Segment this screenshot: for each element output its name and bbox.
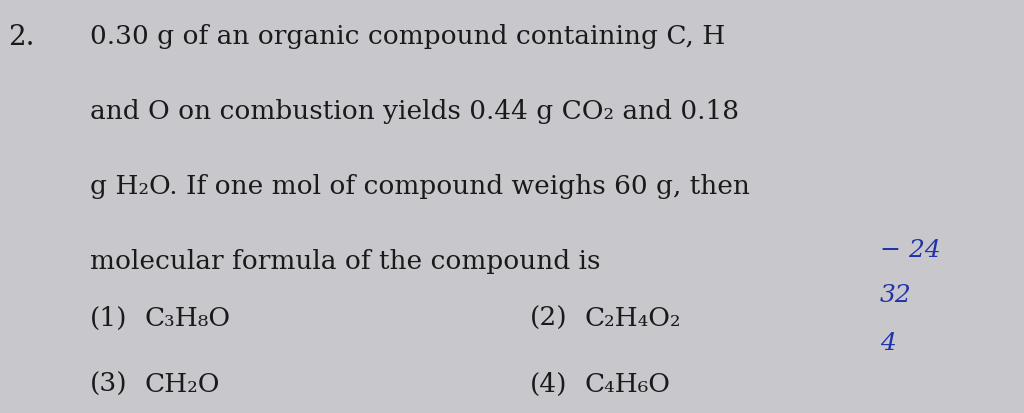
Text: 32: 32	[880, 283, 911, 306]
Text: C₃H₈O: C₃H₈O	[145, 305, 231, 330]
Text: 4: 4	[880, 331, 896, 354]
Text: C₄H₆O: C₄H₆O	[585, 371, 671, 396]
Text: − 24: − 24	[880, 238, 941, 261]
Text: (4): (4)	[530, 371, 567, 396]
Text: molecular formula of the compound is: molecular formula of the compound is	[90, 248, 600, 273]
Text: C₂H₄O₂: C₂H₄O₂	[585, 305, 682, 330]
Text: g H₂O. If one mol of compound weighs 60 g, then: g H₂O. If one mol of compound weighs 60 …	[90, 173, 750, 199]
Text: 2.: 2.	[8, 24, 35, 51]
Text: 0.30 g of an organic compound containing C, H: 0.30 g of an organic compound containing…	[90, 24, 725, 49]
Text: CH₂O: CH₂O	[145, 371, 220, 396]
Text: (3): (3)	[90, 371, 128, 396]
Text: (2): (2)	[530, 305, 567, 330]
Text: (1): (1)	[90, 305, 128, 330]
Text: and O on combustion yields 0.44 g CO₂ and 0.18: and O on combustion yields 0.44 g CO₂ an…	[90, 99, 739, 124]
